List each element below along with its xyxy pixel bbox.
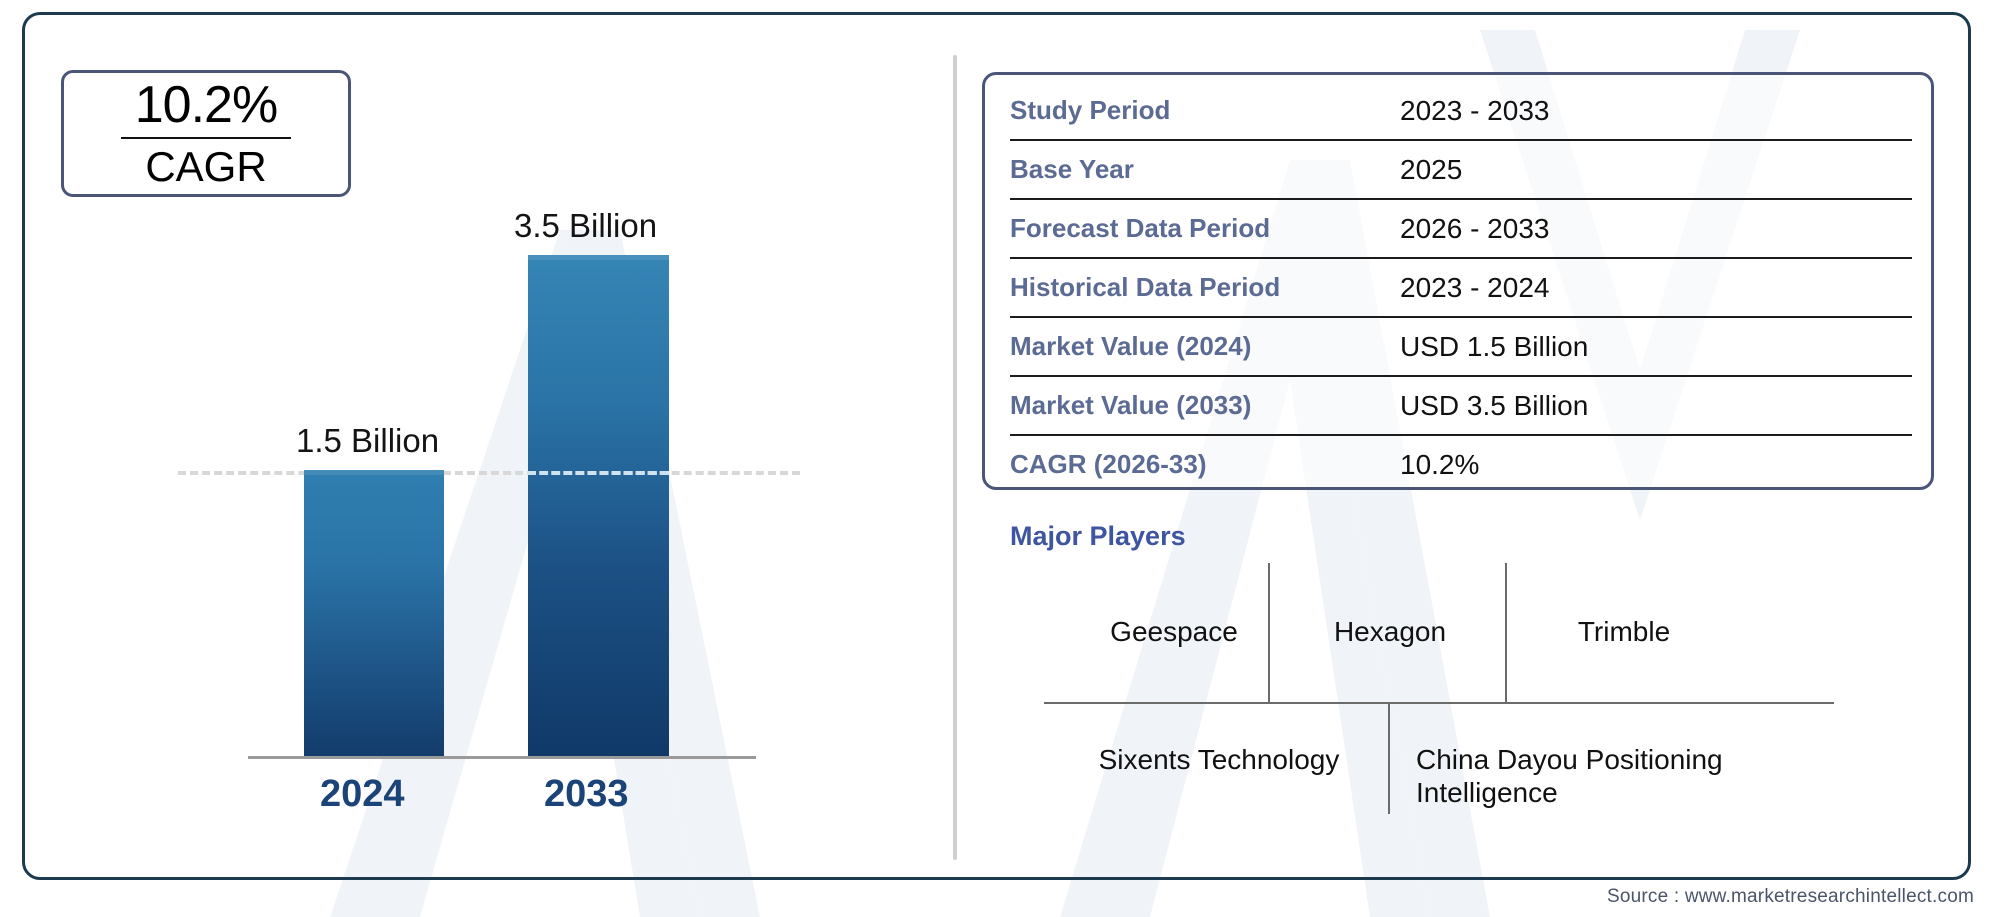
- table-row-value: USD 1.5 Billion: [1400, 330, 1589, 362]
- major-player-item: Trimble: [1577, 616, 1671, 647]
- cagr-divider: [121, 137, 291, 139]
- info-table-card: [982, 72, 1934, 490]
- table-row: Forecast Data Period 2026 - 2033: [1010, 200, 1912, 259]
- table-row: CAGR (2026-33) 10.2%: [1010, 436, 1912, 493]
- axis-label-2033: 2033: [544, 773, 629, 815]
- table-row-value: 2025: [1400, 153, 1463, 185]
- outer-frame: [22, 12, 1971, 880]
- table-row-label: Study Period: [1010, 95, 1171, 125]
- major-player-item: Hexagon: [1333, 616, 1447, 647]
- grid-divider-horizontal: [1044, 702, 1834, 704]
- table-row-label: Forecast Data Period: [1010, 213, 1271, 243]
- source-attribution: Source : www.marketresearchintellect.com: [1606, 886, 1974, 907]
- bar-chart: 3.5 Billion 1.5 Billion 2024 2033: [0, 0, 953, 880]
- major-player-item: Geespace: [1110, 616, 1238, 647]
- table-row: Study Period 2023 - 2033: [1010, 82, 1912, 141]
- bar-value-2033: 3.5 Billion: [514, 207, 658, 244]
- reference-dashed-line-overlay: [528, 471, 669, 475]
- bar-value-2024: 1.5 Billion: [296, 422, 440, 459]
- major-players-grid: Geespace Hexagon Trimble Sixents Technol…: [1044, 563, 1834, 814]
- table-row: Market Value (2033) USD 3.5 Billion: [1010, 377, 1912, 436]
- table-row-value: 2023 - 2024: [1400, 271, 1550, 303]
- bar-highlight: [528, 255, 669, 260]
- table-row-value: 2026 - 2033: [1400, 212, 1550, 244]
- reference-dashed-line: [178, 471, 800, 475]
- cagr-badge: 10.2% CAGR: [61, 70, 351, 197]
- grid-divider-vertical: [1505, 563, 1507, 702]
- axis-label-2024: 2024: [320, 773, 405, 815]
- table-row-value: 10.2%: [1400, 448, 1480, 480]
- major-players-title: Major Players: [1010, 521, 1186, 551]
- table-row-label: Base Year: [1010, 154, 1134, 184]
- table-row-value: USD 3.5 Billion: [1400, 389, 1589, 421]
- table-row: Base Year 2025: [1010, 141, 1912, 200]
- table-row-label: Market Value (2033): [1010, 390, 1252, 420]
- table-row-label: Historical Data Period: [1010, 272, 1281, 302]
- chart-axis-line: [248, 756, 756, 759]
- grid-divider-vertical: [1268, 563, 1270, 702]
- cagr-value: 10.2%: [134, 76, 278, 134]
- panel-divider: [953, 55, 957, 860]
- table-row: Historical Data Period 2023 - 2024: [1010, 259, 1912, 318]
- bar-highlight: [304, 470, 444, 475]
- table-row-value: 2023 - 2033: [1400, 94, 1550, 126]
- table-row-label: CAGR (2026-33): [1010, 449, 1207, 479]
- major-player-item: China Dayou Positioning Intelligence: [1416, 744, 1723, 809]
- bar-2033: [528, 255, 669, 757]
- major-player-item: Sixents Technology: [1098, 744, 1340, 775]
- cagr-label: CAGR: [145, 143, 267, 190]
- info-table: Study Period 2023 - 2033 Base Year 2025 …: [1010, 82, 1912, 493]
- bar-2024: [304, 470, 444, 757]
- grid-divider-vertical: [1388, 704, 1390, 814]
- table-row: Market Value (2024) USD 1.5 Billion: [1010, 318, 1912, 377]
- table-row-label: Market Value (2024): [1010, 331, 1252, 361]
